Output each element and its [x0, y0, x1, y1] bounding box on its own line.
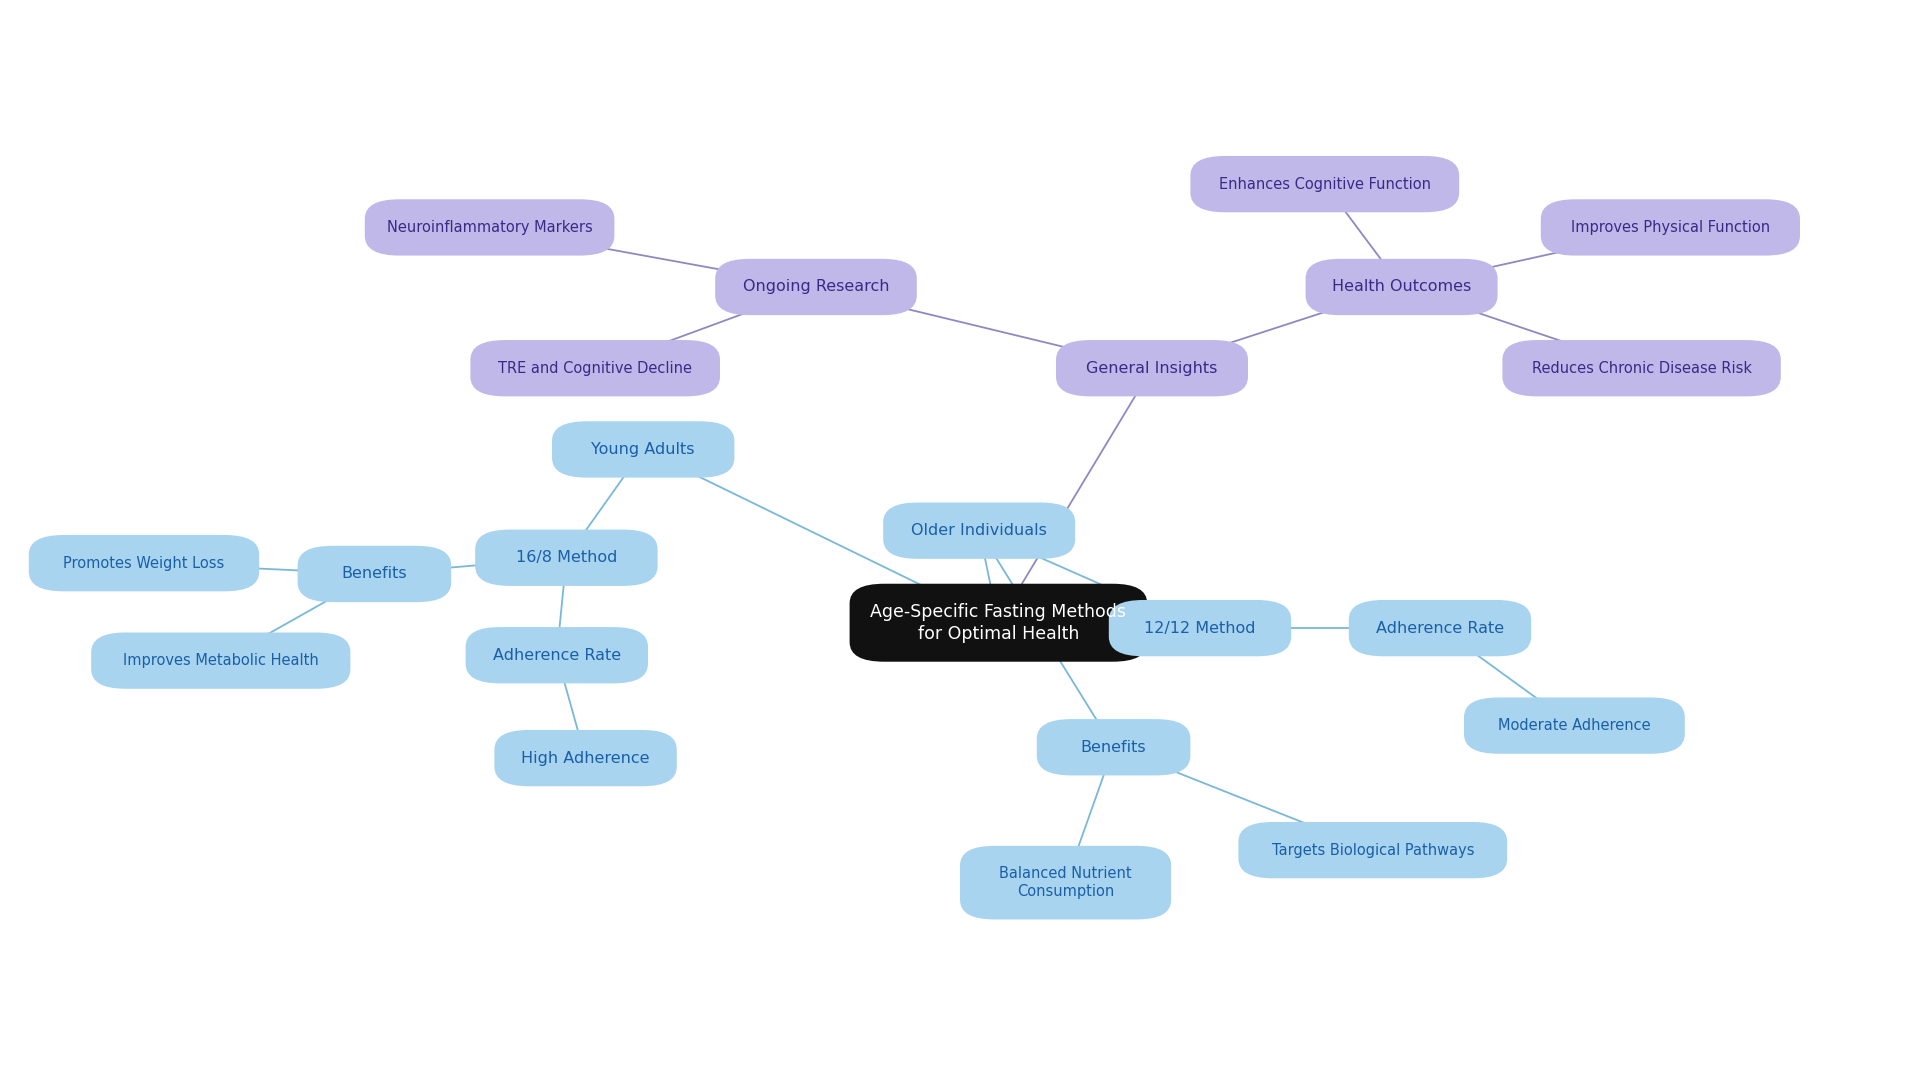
- Text: 16/8 Method: 16/8 Method: [516, 550, 616, 565]
- FancyBboxPatch shape: [714, 259, 918, 315]
- Text: Promotes Weight Loss: Promotes Weight Loss: [63, 556, 225, 571]
- Text: Adherence Rate: Adherence Rate: [493, 648, 620, 663]
- FancyBboxPatch shape: [553, 421, 735, 478]
- Text: 12/12 Method: 12/12 Method: [1144, 621, 1256, 636]
- Text: Improves Metabolic Health: Improves Metabolic Health: [123, 653, 319, 668]
- Text: Moderate Adherence: Moderate Adherence: [1498, 718, 1651, 733]
- FancyBboxPatch shape: [883, 503, 1075, 559]
- Text: Benefits: Benefits: [1081, 740, 1146, 755]
- FancyBboxPatch shape: [298, 546, 451, 602]
- FancyBboxPatch shape: [1348, 600, 1532, 656]
- FancyBboxPatch shape: [1056, 340, 1248, 396]
- FancyBboxPatch shape: [1238, 822, 1507, 878]
- FancyBboxPatch shape: [470, 340, 720, 396]
- FancyBboxPatch shape: [1037, 719, 1190, 775]
- Text: General Insights: General Insights: [1087, 361, 1217, 376]
- FancyBboxPatch shape: [1463, 697, 1686, 754]
- Text: Age-Specific Fasting Methods
for Optimal Health: Age-Specific Fasting Methods for Optimal…: [870, 602, 1127, 643]
- Text: Reduces Chronic Disease Risk: Reduces Chronic Disease Risk: [1532, 361, 1751, 376]
- FancyBboxPatch shape: [495, 730, 678, 786]
- FancyBboxPatch shape: [1540, 199, 1801, 256]
- FancyBboxPatch shape: [1501, 340, 1782, 396]
- Text: Targets Biological Pathways: Targets Biological Pathways: [1271, 843, 1475, 858]
- Text: Enhances Cognitive Function: Enhances Cognitive Function: [1219, 177, 1430, 192]
- Text: Health Outcomes: Health Outcomes: [1332, 279, 1471, 295]
- FancyBboxPatch shape: [1110, 600, 1290, 656]
- FancyBboxPatch shape: [365, 199, 614, 256]
- Text: High Adherence: High Adherence: [522, 751, 649, 766]
- Text: TRE and Cognitive Decline: TRE and Cognitive Decline: [497, 361, 693, 376]
- FancyBboxPatch shape: [1190, 156, 1459, 212]
- Text: Neuroinflammatory Markers: Neuroinflammatory Markers: [386, 220, 593, 235]
- FancyBboxPatch shape: [960, 846, 1171, 919]
- Text: Improves Physical Function: Improves Physical Function: [1571, 220, 1770, 235]
- Text: Adherence Rate: Adherence Rate: [1377, 621, 1503, 636]
- Text: Young Adults: Young Adults: [591, 442, 695, 457]
- FancyBboxPatch shape: [92, 632, 349, 689]
- FancyBboxPatch shape: [476, 530, 657, 586]
- FancyBboxPatch shape: [465, 627, 649, 683]
- FancyBboxPatch shape: [29, 535, 259, 591]
- Text: Ongoing Research: Ongoing Research: [743, 279, 889, 295]
- Text: Balanced Nutrient
Consumption: Balanced Nutrient Consumption: [998, 865, 1133, 900]
- FancyBboxPatch shape: [849, 584, 1148, 662]
- Text: Older Individuals: Older Individuals: [912, 523, 1046, 538]
- FancyBboxPatch shape: [1306, 259, 1498, 315]
- Text: Benefits: Benefits: [342, 566, 407, 582]
